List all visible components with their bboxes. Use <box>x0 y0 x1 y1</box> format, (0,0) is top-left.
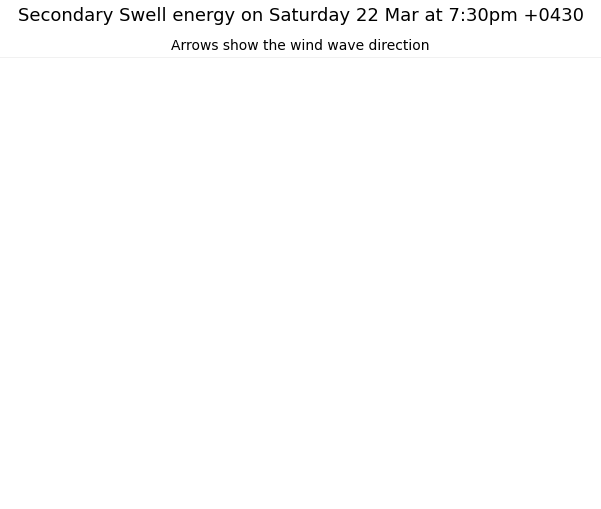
Text: Arrows show the wind wave direction: Arrows show the wind wave direction <box>171 39 430 52</box>
Text: Secondary Swell energy on Saturday 22 Mar at 7:30pm +0430: Secondary Swell energy on Saturday 22 Ma… <box>17 8 584 25</box>
